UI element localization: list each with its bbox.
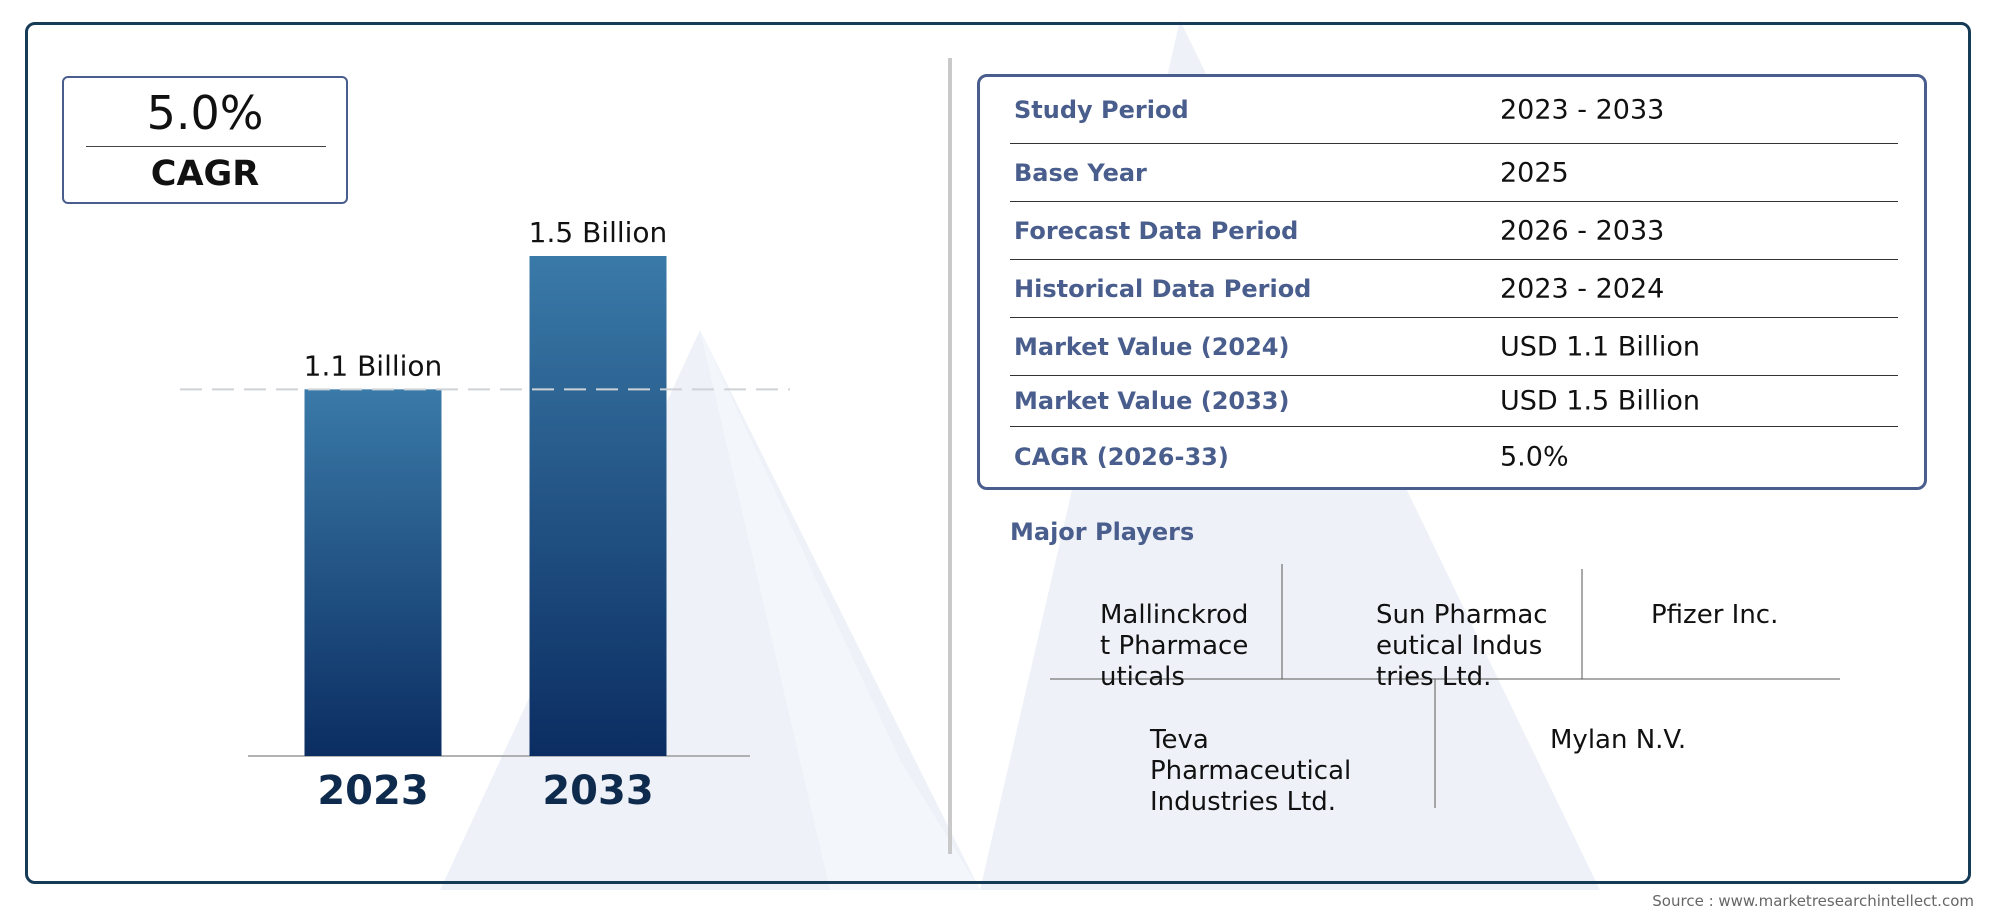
card-frame: [25, 22, 1971, 884]
info-row-forecast-period: Forecast Data Period 2026 - 2033: [1010, 202, 1898, 260]
info-label: Base Year: [1014, 158, 1147, 187]
x-tick-label-2023: 2023: [317, 768, 428, 814]
bar-2023: [304, 389, 442, 756]
player-mylan: Mylan N.V.: [1550, 725, 1687, 755]
cagr-box: 5.0% CAGR: [62, 76, 348, 204]
data-label-2033: 1.5 Billion: [529, 216, 668, 249]
info-value: USD 1.5 Billion: [1500, 385, 1700, 417]
info-value: 2023 - 2024: [1500, 273, 1665, 304]
bar-2033: [529, 256, 667, 756]
bar-chart: 1.1 Billion 2023 1.5 Billion 2033: [180, 216, 790, 814]
info-row-historical-period: Historical Data Period 2023 - 2024: [1010, 260, 1898, 318]
info-value: 5.0%: [1500, 441, 1569, 473]
major-players-title: Major Players: [1010, 518, 1195, 546]
info-value: 2025: [1500, 157, 1569, 188]
info-label: Historical Data Period: [1014, 274, 1312, 303]
market-info-table: Study Period 2023 - 2033 Base Year 2025 …: [977, 74, 1927, 490]
info-row-study-period: Study Period 2023 - 2033: [1010, 77, 1898, 144]
cagr-label: CAGR: [150, 154, 260, 194]
data-label-2023: 1.1 Billion: [304, 349, 443, 382]
info-label: Study Period: [1014, 96, 1189, 124]
info-value: 2026 - 2033: [1500, 215, 1665, 246]
player-sun-pharmaceutical: Sun Pharmaceutical Industries Ltd.: [1376, 600, 1548, 692]
cagr-value: 5.0%: [146, 86, 264, 140]
info-label: Forecast Data Period: [1014, 216, 1299, 245]
player-teva: Teva Pharmaceutical Industries Ltd.: [1150, 725, 1352, 817]
x-tick-label-2033: 2033: [542, 768, 653, 814]
info-value: USD 1.1 Billion: [1500, 331, 1700, 362]
player-mallinckrodt: Mallinckrodt Pharmaceuticals: [1100, 600, 1249, 692]
player-pfizer: Pfizer Inc.: [1651, 600, 1779, 630]
info-row-market-value-2033: Market Value (2033) USD 1.5 Billion: [1010, 376, 1898, 427]
info-value: 2023 - 2033: [1500, 94, 1665, 126]
info-row-market-value-2024: Market Value (2024) USD 1.1 Billion: [1010, 318, 1898, 376]
vertical-divider: [948, 58, 952, 854]
info-label: CAGR (2026-33): [1014, 443, 1229, 471]
source-note: Source : www.marketresearchintellect.com: [1652, 892, 1974, 910]
cagr-divider: [86, 146, 326, 147]
info-row-cagr: CAGR (2026-33) 5.0%: [1010, 427, 1898, 487]
info-label: Market Value (2024): [1014, 332, 1290, 361]
info-label: Market Value (2033): [1014, 387, 1290, 415]
info-row-base-year: Base Year 2025: [1010, 144, 1898, 202]
